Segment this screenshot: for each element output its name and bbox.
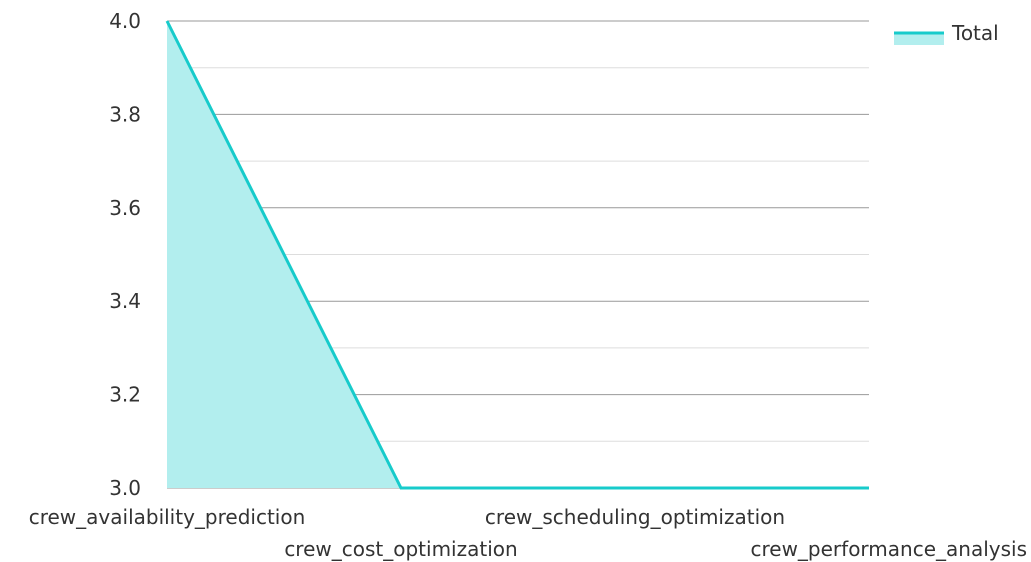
- y-tick-label: 3.0: [109, 476, 141, 500]
- series-area-layer: [165, 20, 869, 490]
- x-tick-label: crew_performance_analysis: [750, 537, 1027, 561]
- legend-swatch-total-fill: [894, 33, 944, 45]
- x-tick-label: crew_availability_prediction: [29, 505, 306, 529]
- x-tick-label: crew_scheduling_optimization: [485, 505, 785, 529]
- y-tick-label: 4.0: [109, 9, 141, 33]
- legend: Total: [894, 21, 999, 45]
- y-tick-label: 3.4: [109, 289, 141, 313]
- legend-label-total: Total: [951, 21, 999, 45]
- y-tick-label: 3.8: [109, 102, 141, 126]
- y-tick-label: 3.2: [109, 383, 141, 407]
- x-tick-label: crew_cost_optimization: [284, 537, 517, 561]
- y-axis-tick-labels: 3.0 3.2 3.4 3.6 3.8 4.0: [109, 9, 141, 500]
- x-axis-tick-labels: crew_availability_prediction crew_cost_op…: [29, 505, 1027, 561]
- y-tick-label: 3.6: [109, 196, 141, 220]
- series-line-total: [165, 20, 869, 490]
